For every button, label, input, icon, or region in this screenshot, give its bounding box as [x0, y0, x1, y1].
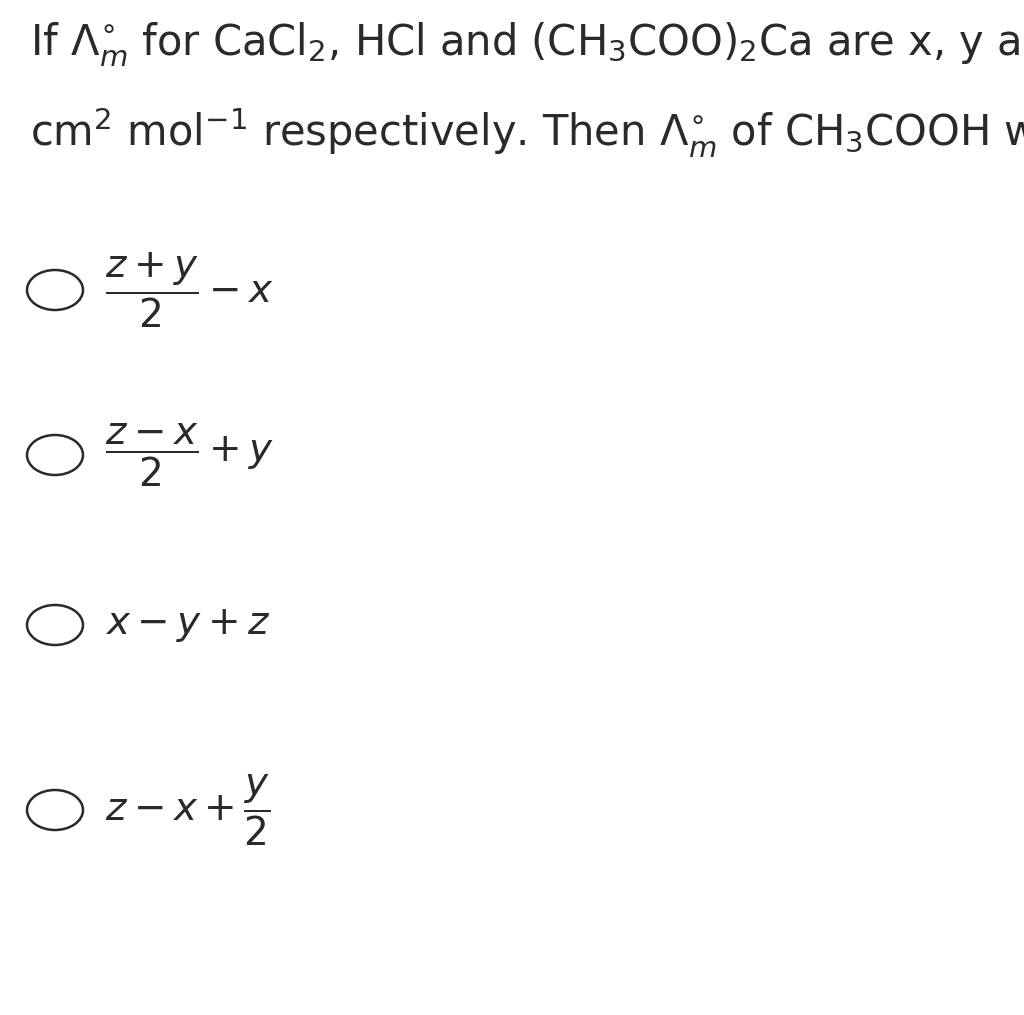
Text: $z - x + \dfrac{y}{2}$: $z - x + \dfrac{y}{2}$: [105, 772, 270, 848]
Text: If $\Lambda^{\circ}_{m}$ for CaCl$_2$, HCl and (CH$_3$COO)$_2$Ca are x, y and z : If $\Lambda^{\circ}_{m}$ for CaCl$_2$, H…: [30, 20, 1024, 68]
Text: $\dfrac{z-x}{2} + y$: $\dfrac{z-x}{2} + y$: [105, 421, 274, 488]
Text: cm$^2$ mol$^{-1}$ respectively. Then $\Lambda^{\circ}_{m}$ of CH$_3$COOH will be: cm$^2$ mol$^{-1}$ respectively. Then $\L…: [30, 105, 1024, 159]
Text: $\dfrac{z+y}{2} - x$: $\dfrac{z+y}{2} - x$: [105, 251, 274, 330]
Text: $x - y + z$: $x - y + z$: [105, 606, 270, 644]
